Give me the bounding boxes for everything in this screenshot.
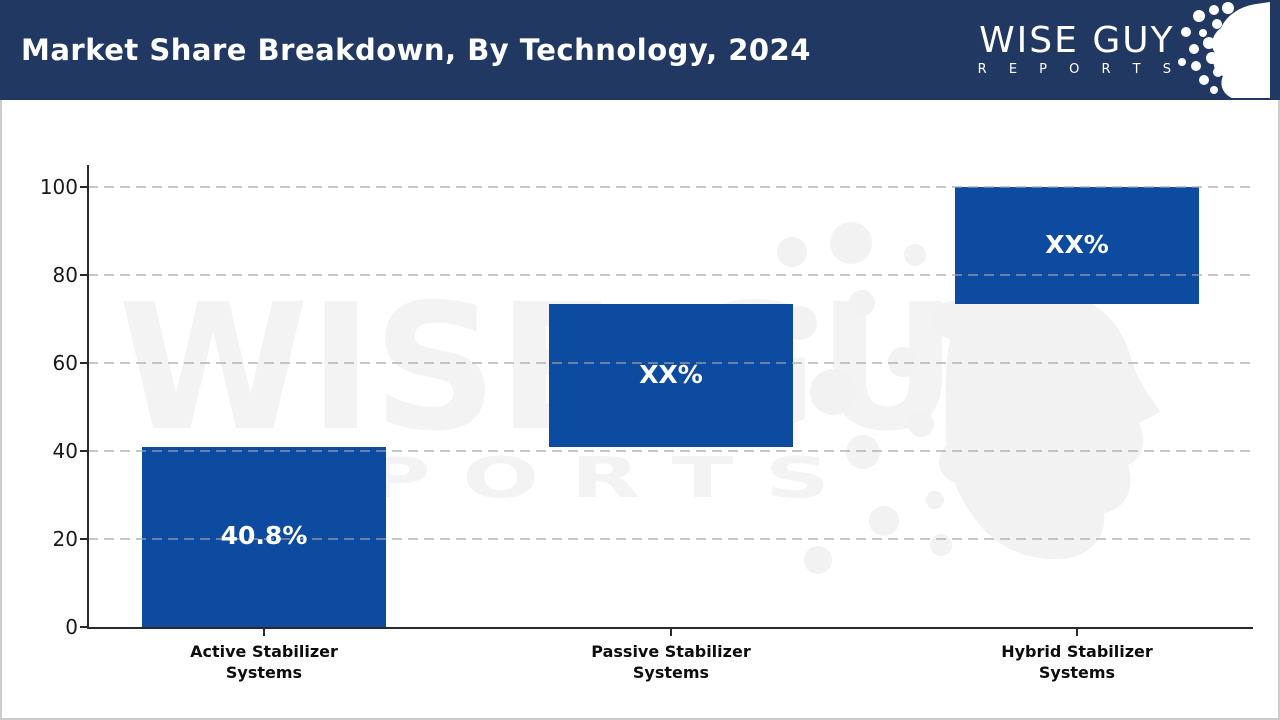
y-tick-mark [80,362,88,364]
y-tick-mark [80,626,88,628]
logo-text: WISE GUY R E P O R T S [974,20,1180,78]
bar-value-label: 40.8% [220,521,308,551]
x-category-label: Passive Stabilizer Systems [591,642,751,683]
y-axis-line [87,165,89,629]
y-tick-mark [80,274,88,276]
y-tick-label: 40 [52,439,78,463]
x-axis-line [87,627,1253,629]
logo-subtext: R E P O R T S [977,62,1180,77]
logo-wordmark: WISE GUY [979,20,1175,61]
y-tick-label: 20 [52,527,78,551]
y-tick-mark [80,538,88,540]
gridline-100 [88,186,1253,188]
gridline-40 [88,450,1253,452]
y-tick-mark [80,186,88,188]
y-tick-label: 0 [65,615,78,639]
page-title: Market Share Breakdown, By Technology, 2… [21,33,811,67]
x-tick-mark [263,629,265,636]
logo: WISE GUY R E P O R T S [974,2,1270,98]
bar-segment [549,304,793,448]
gridline-80 [88,274,1253,276]
bar-value-label: XX% [1045,229,1109,259]
x-category-label: Active Stabilizer Systems [190,642,338,683]
logo-face-icon [1178,2,1270,98]
x-tick-mark [1076,629,1078,636]
header: Market Share Breakdown, By Technology, 2… [0,0,1280,100]
bar-segment [142,447,386,627]
gridline-60 [88,362,1253,364]
y-tick-label: 60 [52,351,78,375]
bar-value-label: XX% [639,359,703,389]
y-tick-label: 100 [39,175,78,199]
gridline-20 [88,538,1253,540]
x-category-label: Hybrid Stabilizer Systems [1001,642,1153,683]
x-tick-mark [670,629,672,636]
y-tick-mark [80,450,88,452]
y-tick-label: 80 [52,263,78,287]
